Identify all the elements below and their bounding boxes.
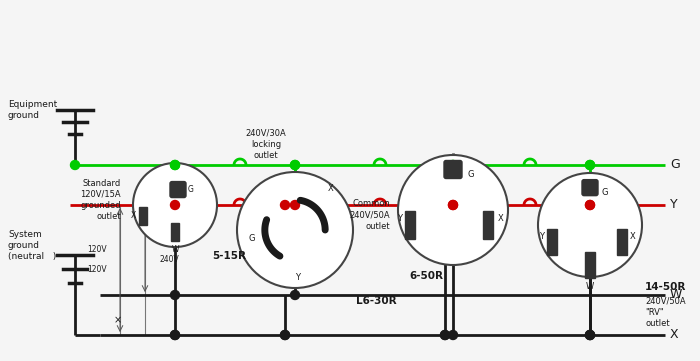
Bar [585, 252, 595, 278]
Text: G: G [670, 158, 680, 171]
Text: 5-15R: 5-15R [212, 251, 246, 261]
Text: Y: Y [539, 232, 544, 241]
Text: G: G [602, 188, 608, 197]
Text: G: G [467, 170, 473, 179]
Circle shape [585, 161, 594, 170]
Text: G: G [248, 234, 255, 243]
Circle shape [281, 331, 290, 339]
Circle shape [171, 161, 179, 170]
Text: 6-50R: 6-50R [409, 271, 443, 281]
Text: 240V/50A
"RV"
outlet: 240V/50A "RV" outlet [645, 297, 685, 328]
Text: X: X [328, 184, 334, 193]
Text: Y: Y [670, 199, 678, 212]
FancyBboxPatch shape [582, 180, 598, 196]
Circle shape [133, 163, 217, 247]
Circle shape [281, 200, 290, 209]
Text: X: X [132, 212, 136, 221]
Text: W: W [586, 282, 594, 291]
Circle shape [281, 331, 290, 339]
Text: 120V: 120V [88, 265, 107, 274]
Bar [617, 229, 627, 255]
Text: 240V/30A
locking
outlet: 240V/30A locking outlet [246, 129, 286, 160]
Text: X: X [670, 329, 678, 342]
Circle shape [171, 200, 179, 209]
Text: 240V: 240V [160, 256, 180, 265]
Circle shape [585, 161, 594, 170]
Text: G: G [188, 185, 194, 194]
Circle shape [449, 331, 458, 339]
Text: X: X [630, 232, 636, 241]
Bar [171, 223, 179, 241]
Circle shape [538, 173, 642, 277]
Text: 14-50R: 14-50R [645, 282, 687, 292]
Circle shape [171, 331, 179, 339]
Circle shape [171, 331, 179, 339]
Circle shape [290, 200, 300, 209]
Text: Y: Y [295, 273, 300, 282]
FancyBboxPatch shape [170, 182, 186, 197]
Circle shape [585, 200, 594, 209]
Text: X: X [497, 214, 503, 223]
Circle shape [440, 331, 449, 339]
Circle shape [440, 331, 449, 339]
Circle shape [398, 155, 508, 265]
Circle shape [71, 161, 80, 170]
Circle shape [585, 200, 594, 209]
Circle shape [449, 161, 458, 170]
Bar [139, 207, 146, 225]
Circle shape [449, 200, 458, 209]
Text: W: W [670, 288, 682, 301]
Circle shape [585, 331, 594, 339]
Circle shape [585, 331, 594, 339]
Circle shape [171, 161, 179, 170]
Circle shape [290, 161, 300, 170]
Circle shape [171, 291, 179, 300]
Text: Equipment
ground: Equipment ground [8, 100, 57, 120]
Text: Standard
120V/15A
grounded
outlet: Standard 120V/15A grounded outlet [80, 179, 121, 221]
Bar [405, 211, 415, 239]
Text: Common
240V/50A
outlet: Common 240V/50A outlet [349, 199, 390, 231]
Bar [483, 211, 493, 239]
Text: L6-30R: L6-30R [356, 296, 397, 306]
Text: System
ground
(neutral   ): System ground (neutral ) [8, 230, 56, 261]
Circle shape [585, 331, 594, 339]
Bar [547, 229, 557, 255]
FancyBboxPatch shape [444, 161, 462, 178]
Text: Y: Y [398, 214, 402, 223]
Circle shape [290, 291, 300, 300]
Text: ×: × [114, 315, 122, 325]
Circle shape [449, 161, 458, 170]
Circle shape [290, 161, 300, 170]
Text: 120V: 120V [88, 245, 107, 255]
Circle shape [237, 172, 353, 288]
Circle shape [449, 200, 458, 209]
Text: W: W [172, 245, 178, 254]
